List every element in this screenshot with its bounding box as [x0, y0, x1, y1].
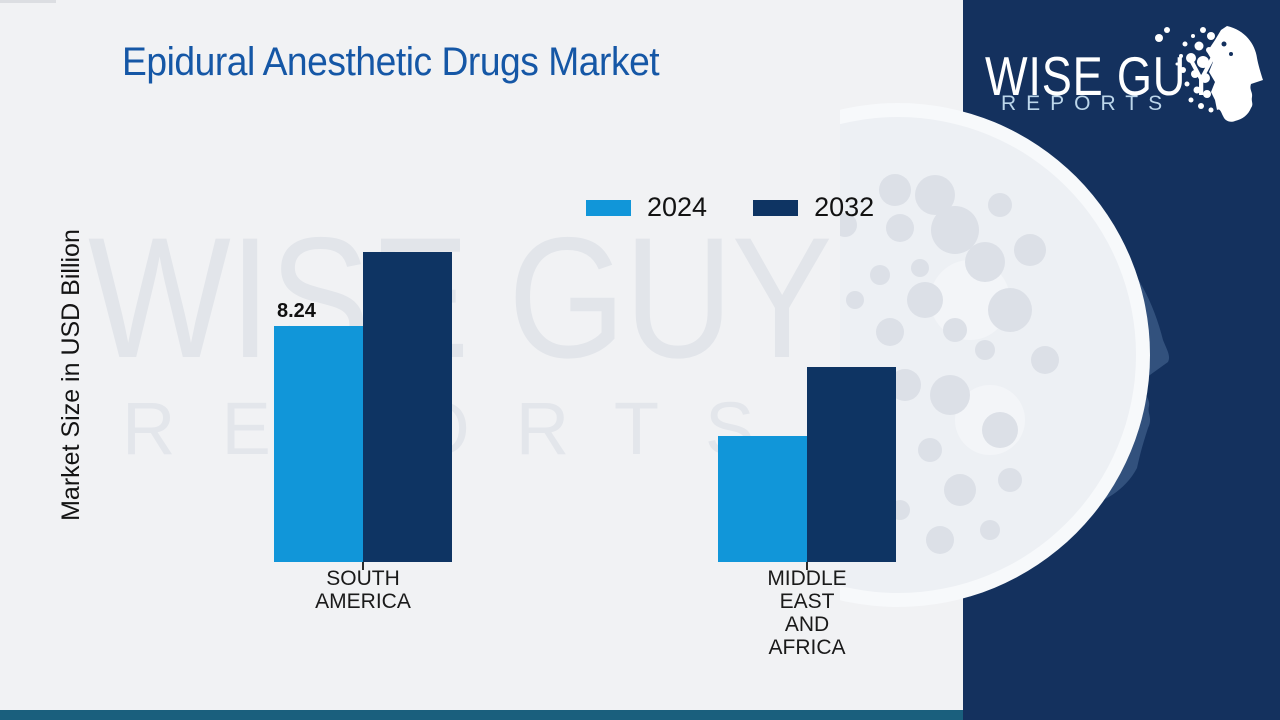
- x-axis-tick: [362, 562, 364, 570]
- bar-value-label: 8.24: [277, 300, 316, 322]
- category-label: SOUTH AMERICA: [315, 567, 411, 613]
- legend-swatch: [753, 199, 799, 216]
- brain-dots: [840, 174, 1059, 554]
- chart-title: Epidural Anesthetic Drugs Market: [122, 40, 660, 84]
- legend-swatch: [586, 199, 631, 216]
- legend-item-2032: 2032: [753, 192, 874, 223]
- legend: 2024 2032: [586, 192, 874, 223]
- legend-label: 2024: [647, 192, 708, 222]
- logo-subtext: REPORTS: [1001, 92, 1173, 115]
- bar-middle-east-and-africa-2024: [718, 436, 807, 562]
- watermark-wiseguy: WISE GUY: [88, 202, 833, 394]
- logo-head-dots: [1155, 27, 1215, 113]
- bar-south-america-2024: [274, 326, 363, 562]
- brain-head-decoration: [840, 103, 1170, 607]
- corner-decoration: [0, 0, 56, 3]
- logo-head-inner-dots: [1221, 41, 1233, 56]
- logo-wordmark: WISE GUY: [985, 45, 1218, 107]
- bar-south-america-2032: [363, 252, 452, 562]
- bar-middle-east-and-africa-2032: [807, 367, 896, 562]
- logo-head-icon: [1155, 26, 1263, 122]
- footer-accent-bar: [0, 710, 963, 720]
- category-label: MIDDLE EAST AND AFRICA: [767, 567, 847, 659]
- legend-item-2024: 2024: [586, 192, 707, 223]
- legend-label: 2032: [814, 192, 875, 222]
- x-axis-tick: [806, 562, 808, 570]
